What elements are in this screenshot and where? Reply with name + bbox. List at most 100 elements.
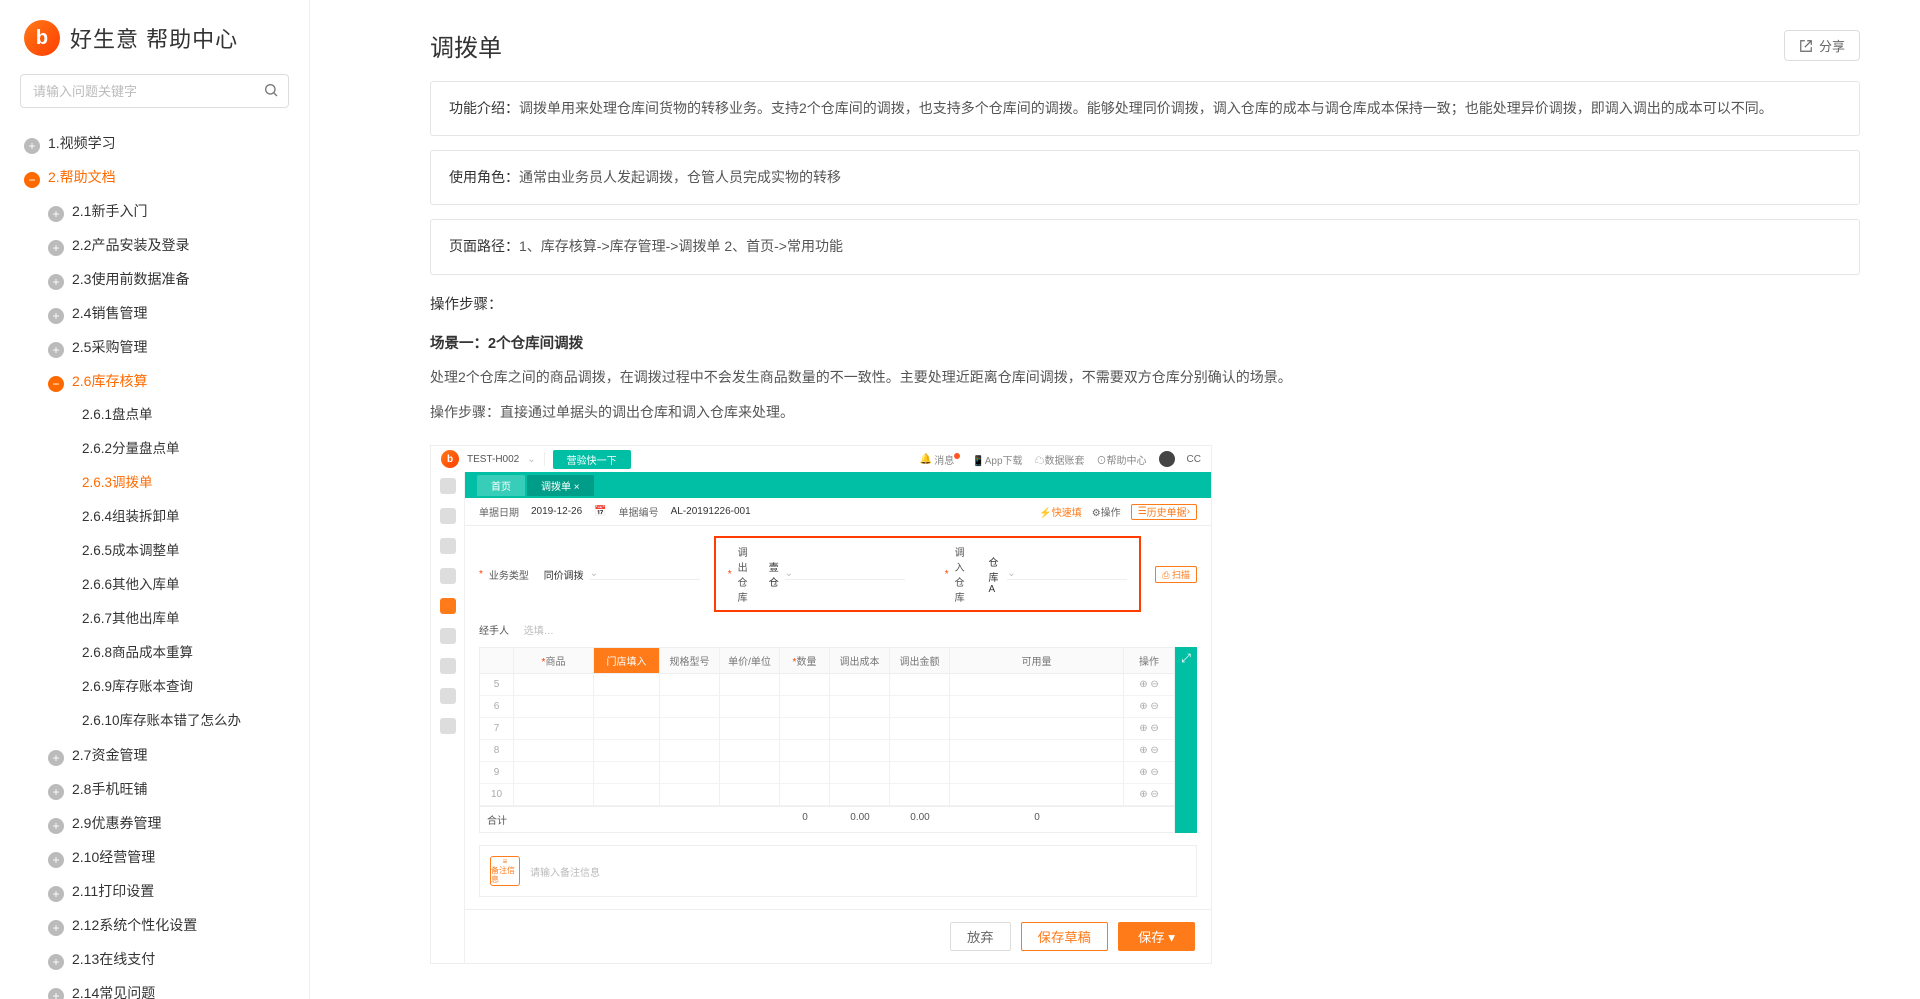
- nav-tree: +1.视频学习 −2.帮助文档 +2.1新手入门 +2.2产品安装及登录 +2.…: [0, 126, 309, 999]
- table-row: 5⊕ ⊖: [480, 674, 1174, 696]
- minus-icon: −: [48, 376, 64, 392]
- date-value: 2019-12-26: [531, 506, 582, 517]
- app-sync: ☁数据账套: [1035, 452, 1085, 467]
- intro-box: 功能介绍：调拨单用来处理仓库间货物的转移业务。支持2个仓库间的调拨，也支持多个仓…: [430, 81, 1860, 136]
- plus-icon: +: [48, 852, 64, 868]
- nav-2-6-6[interactable]: 2.6.6其他入库单: [0, 568, 309, 602]
- nav-2-2[interactable]: +2.2产品安装及登录: [0, 228, 309, 262]
- app-help: ⊙帮助中心: [1097, 452, 1147, 467]
- brand-title: 好生意 帮助中心: [70, 22, 238, 54]
- share-label: 分享: [1819, 36, 1845, 55]
- plus-icon: +: [48, 240, 64, 256]
- biztype-value: 同价调拨: [544, 567, 584, 582]
- search-box: [20, 74, 289, 108]
- brand: b 好生意 帮助中心: [0, 20, 309, 74]
- table-row: 7⊕ ⊖: [480, 718, 1174, 740]
- app-actions: 放弃 保存草稿 保存 ▾: [465, 909, 1211, 963]
- highlight-box: *调出仓库 壹仓⌄ *调入仓库 仓库A⌄: [714, 536, 1142, 612]
- search-input[interactable]: [20, 74, 289, 108]
- remark-placeholder: 请输入备注信息: [530, 864, 600, 879]
- plus-icon: +: [48, 886, 64, 902]
- app-msg: 🔔消息: [920, 452, 960, 467]
- plus-icon: +: [48, 308, 64, 324]
- nav-2-6-8[interactable]: 2.6.8商品成本重算: [0, 636, 309, 670]
- detail-table: *商品 门店填入 规格型号 单价/单位 *数量 调出成本 调出金额 可用量 操作: [479, 647, 1175, 833]
- form-row-1: *业务类型 同价调拨⌄ *调出仓库 壹仓⌄ *调入仓库 仓库A⌄ ⎙ 扫描: [465, 526, 1211, 622]
- nav-2-9[interactable]: +2.9优惠券管理: [0, 806, 309, 840]
- nav-2-6-7[interactable]: 2.6.7其他出库单: [0, 602, 309, 636]
- scene1-text-2: 操作步骤：直接通过单据头的调出仓库和调入仓库来处理。: [430, 398, 1860, 427]
- menu-icon: [440, 538, 456, 554]
- nav-2-6-1[interactable]: 2.6.1盘点单: [0, 398, 309, 432]
- history-button: ☰ 历史单据 ›: [1131, 504, 1197, 520]
- nav-2-8[interactable]: +2.8手机旺铺: [0, 772, 309, 806]
- table-row: 8⊕ ⊖: [480, 740, 1174, 762]
- path-text: 1、库存核算->库存管理->调拨单 2、首页->常用功能: [519, 238, 843, 254]
- out-value: 壹仓: [769, 559, 779, 589]
- role-text: 通常由业务员人发起调拨，仓管人员完成实物的转移: [519, 169, 841, 185]
- nav-2-12[interactable]: +2.12系统个性化设置: [0, 908, 309, 942]
- expand-icon: ⤢: [1175, 647, 1197, 833]
- menu-icon: [440, 478, 456, 494]
- plus-icon: +: [48, 988, 64, 999]
- app-logo-icon: b: [441, 450, 459, 468]
- nav-2-5[interactable]: +2.5采购管理: [0, 330, 309, 364]
- menu-icon: [440, 568, 456, 584]
- plus-icon: +: [48, 818, 64, 834]
- nav-2-11[interactable]: +2.11打印设置: [0, 874, 309, 908]
- plus-icon: +: [48, 274, 64, 290]
- app-topbar: b TEST-H002 ⌄ 营验快一下 🔔消息 📱App下载 ☁数据账套 ⊙帮助…: [431, 446, 1211, 472]
- scene1-title: 场景一：2个仓库间调拨: [430, 332, 1860, 353]
- emp-placeholder: 选填…: [524, 622, 554, 637]
- plus-icon: +: [48, 954, 64, 970]
- nav-2-3[interactable]: +2.3使用前数据准备: [0, 262, 309, 296]
- table-row: 6⊕ ⊖: [480, 696, 1174, 718]
- nav-2-7[interactable]: +2.7资金管理: [0, 738, 309, 772]
- quickfill-link: ⚡快速填: [1039, 504, 1081, 519]
- nav-docs[interactable]: −2.帮助文档: [0, 160, 309, 194]
- emp-label: 经手人: [479, 622, 509, 637]
- plus-icon: +: [48, 342, 64, 358]
- nav-2-13[interactable]: +2.13在线支付: [0, 942, 309, 976]
- nav-2-6-9[interactable]: 2.6.9库存账本查询: [0, 670, 309, 704]
- docno-value: AL-20191226-001: [671, 506, 751, 517]
- nav-2-1[interactable]: +2.1新手入门: [0, 194, 309, 228]
- plus-icon: +: [48, 206, 64, 222]
- app-username: CC: [1187, 454, 1201, 465]
- minus-icon: −: [24, 172, 40, 188]
- menu-icon: [440, 688, 456, 704]
- in-value: 仓库A: [989, 554, 1002, 595]
- nav-2-6-2[interactable]: 2.6.2分量盘点单: [0, 432, 309, 466]
- steps-heading: 操作步骤：: [430, 293, 1860, 314]
- save-draft-button: 保存草稿: [1021, 922, 1108, 951]
- share-button[interactable]: 分享: [1784, 30, 1860, 61]
- scan-button: ⎙ 扫描: [1155, 566, 1197, 583]
- nav-2-14[interactable]: +2.14常见问题: [0, 976, 309, 999]
- intro-text: 调拨单用来处理仓库间货物的转移业务。支持2个仓库间的调拨，也支持多个仓库间的调拨…: [519, 100, 1773, 116]
- app-download: 📱App下载: [972, 452, 1022, 467]
- chevron-down-icon: ⌄: [527, 454, 535, 465]
- nav-2-6[interactable]: −2.6库存核算: [0, 364, 309, 398]
- cancel-button: 放弃: [950, 922, 1011, 951]
- nav-2-6-10[interactable]: 2.6.10库存账本错了怎么办: [0, 704, 309, 738]
- app-doc-bar: 单据日期 2019-12-26 📅 单据编号 AL-20191226-001 ⚡…: [465, 498, 1211, 526]
- path-box: 页面路径：1、库存核算->库存管理->调拨单 2、首页->常用功能: [430, 219, 1860, 274]
- search-icon[interactable]: [263, 82, 279, 98]
- nav-2-6-5[interactable]: 2.6.5成本调整单: [0, 534, 309, 568]
- scene1-text-1: 处理2个仓库之间的商品调拨，在调拨过程中不会发生商品数量的不一致性。主要处理近距…: [430, 363, 1860, 392]
- tab-doc: 调拨单 ×: [527, 475, 594, 496]
- nav-2-4[interactable]: +2.4销售管理: [0, 296, 309, 330]
- menu-icon: [440, 628, 456, 644]
- app-quick-button: 营验快一下: [553, 450, 631, 469]
- nav-2-6-3[interactable]: 2.6.3调拨单: [0, 466, 309, 500]
- menu-icon: [440, 718, 456, 734]
- nav-2-6-4[interactable]: 2.6.4组装拆卸单: [0, 500, 309, 534]
- screenshot-scene1: b TEST-H002 ⌄ 营验快一下 🔔消息 📱App下载 ☁数据账套 ⊙帮助…: [430, 445, 1212, 964]
- table-row: 10⊕ ⊖: [480, 784, 1174, 806]
- menu-icon: [440, 508, 456, 524]
- intro-label: 功能介绍：: [449, 100, 519, 116]
- brand-logo-icon: b: [24, 20, 60, 56]
- nav-2-10[interactable]: +2.10经营管理: [0, 840, 309, 874]
- plus-icon: +: [48, 750, 64, 766]
- nav-video[interactable]: +1.视频学习: [0, 126, 309, 160]
